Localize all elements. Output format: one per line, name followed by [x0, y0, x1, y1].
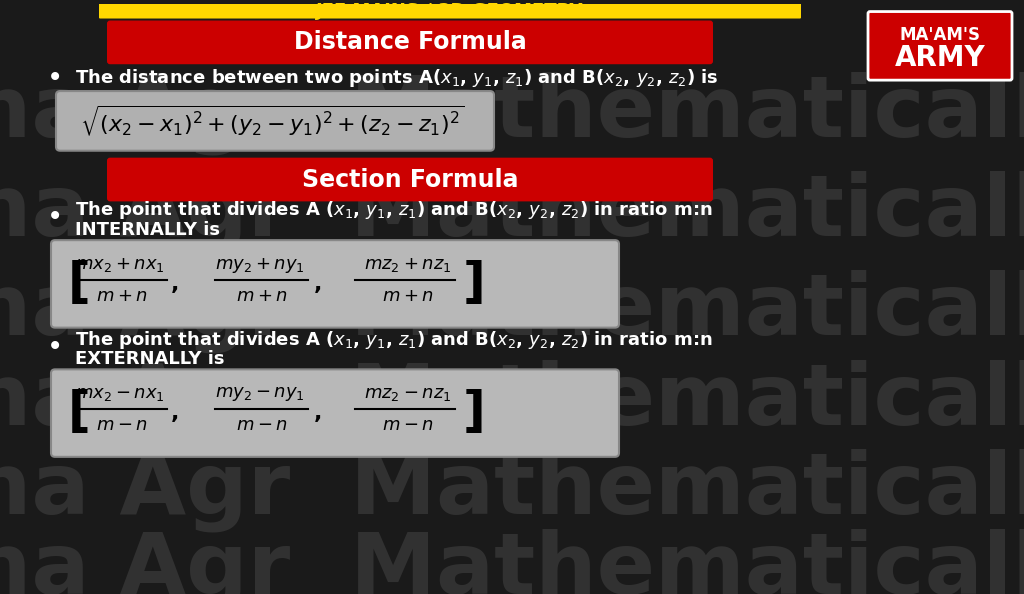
- Text: $m-n$: $m-n$: [382, 416, 434, 434]
- Text: Section Formula: Section Formula: [302, 168, 518, 191]
- Text: $mx_2+nx_1$: $mx_2+nx_1$: [75, 256, 165, 274]
- FancyBboxPatch shape: [56, 91, 494, 151]
- Text: INTERNALLY is: INTERNALLY is: [75, 221, 220, 239]
- Text: EXTERNALLY is: EXTERNALLY is: [75, 350, 224, 368]
- FancyBboxPatch shape: [99, 2, 801, 18]
- FancyBboxPatch shape: [106, 157, 713, 201]
- Text: [: [: [68, 389, 91, 437]
- Text: ARMY: ARMY: [895, 45, 985, 72]
- Text: $m-n$: $m-n$: [237, 416, 288, 434]
- Text: ]: ]: [463, 260, 485, 308]
- Text: na Agr  Mathematically Inclined: na Agr Mathematically Inclined: [0, 270, 1024, 353]
- FancyBboxPatch shape: [51, 240, 618, 328]
- Text: ,: ,: [313, 403, 323, 423]
- Text: •: •: [47, 203, 63, 231]
- Text: $\sqrt{(x_2-x_1)^2+(y_2-y_1)^2+(z_2-z_1)^2}$: $\sqrt{(x_2-x_1)^2+(y_2-y_1)^2+(z_2-z_1)…: [80, 103, 465, 138]
- Text: [: [: [68, 260, 91, 308]
- Text: Distance Formula: Distance Formula: [294, 30, 526, 55]
- Text: $m+n$: $m+n$: [237, 287, 288, 305]
- Text: $m+n$: $m+n$: [96, 287, 147, 305]
- Text: $mx_2-nx_1$: $mx_2-nx_1$: [75, 386, 165, 403]
- Text: $m-n$: $m-n$: [96, 416, 147, 434]
- Text: na Agr  Mathematically Inclined: na Agr Mathematically Inclined: [0, 71, 1024, 154]
- Text: $mz_2+nz_1$: $mz_2+nz_1$: [365, 256, 452, 274]
- Text: The point that divides A ($x_1$, $y_1$, $z_1$) and B($x_2$, $y_2$, $z_2$) in rat: The point that divides A ($x_1$, $y_1$, …: [75, 200, 713, 222]
- Text: ,: ,: [171, 274, 179, 294]
- Text: $my_2-ny_1$: $my_2-ny_1$: [215, 386, 305, 403]
- Text: The point that divides A ($x_1$, $y_1$, $z_1$) and B($x_2$, $y_2$, $z_2$) in rat: The point that divides A ($x_1$, $y_1$, …: [75, 328, 713, 350]
- Text: ]: ]: [463, 389, 485, 437]
- FancyBboxPatch shape: [106, 21, 713, 64]
- Text: MA'AM'S: MA'AM'S: [899, 26, 981, 45]
- FancyBboxPatch shape: [868, 11, 1012, 80]
- Text: $mz_2-nz_1$: $mz_2-nz_1$: [365, 386, 452, 403]
- Text: $m+n$: $m+n$: [382, 287, 434, 305]
- Text: •: •: [47, 333, 63, 361]
- Text: ,: ,: [313, 274, 323, 294]
- Text: na Agr  Mathematically Inclined: na Agr Mathematically Inclined: [0, 529, 1024, 594]
- Text: na Agr  Mathematically Inclined: na Agr Mathematically Inclined: [0, 449, 1024, 532]
- Text: The distance between two points A($x_1$, $y_1$, $z_1$) and B($x_2$, $y_2$, $z_2$: The distance between two points A($x_1$,…: [75, 67, 719, 89]
- Text: •: •: [47, 64, 63, 92]
- Text: ,: ,: [171, 403, 179, 423]
- FancyBboxPatch shape: [51, 369, 618, 457]
- Text: JEE MAINS / 3D GEOMETRY: JEE MAINS / 3D GEOMETRY: [316, 2, 584, 20]
- Text: $my_2+ny_1$: $my_2+ny_1$: [215, 255, 305, 274]
- Text: na Agr  Mathematically Inclined: na Agr Mathematically Inclined: [0, 359, 1024, 443]
- Text: na Agr  Mathematically Inclined: na Agr Mathematically Inclined: [0, 170, 1024, 254]
